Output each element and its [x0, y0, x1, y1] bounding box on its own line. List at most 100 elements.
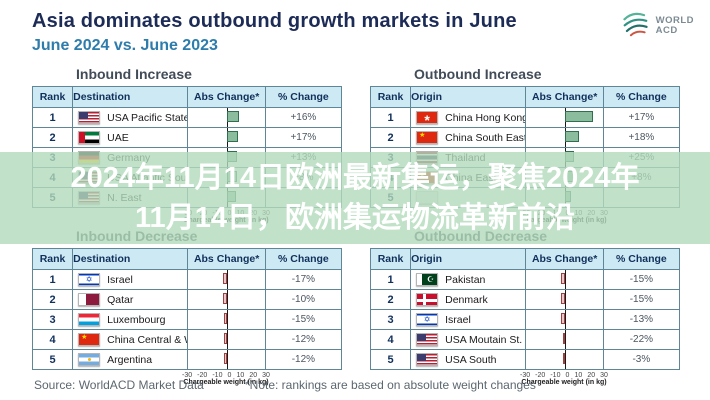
- page-subtitle: June 2024 vs. June 2023: [32, 37, 218, 54]
- abs-change-bar: [222, 293, 227, 304]
- worldacd-logo: WORLD ACD: [621, 8, 694, 43]
- column-header: % Change: [602, 86, 681, 108]
- market-name: USA Moutain St.: [445, 333, 523, 346]
- globe-icon: [617, 5, 654, 45]
- page-title: Asia dominates outbound growth markets i…: [32, 10, 517, 32]
- market-name-cell: Pakistan: [410, 269, 527, 290]
- rank-value: 1: [31, 107, 74, 128]
- table-row: 1 China Hong Kong +17%: [369, 107, 681, 128]
- pk-flag-icon: [416, 273, 439, 286]
- market-name: Pakistan: [445, 273, 486, 286]
- table-row: 1 USA Pacific States +16%: [31, 107, 343, 128]
- axis-tick: 10: [236, 372, 245, 379]
- header-row: Rank Destination Abs Change*% Change: [31, 248, 343, 270]
- market-name-cell: USA South: [410, 349, 527, 370]
- market-name-cell: China South East: [410, 127, 527, 148]
- rank-value: 3: [31, 309, 74, 330]
- column-header: Destination: [72, 86, 189, 108]
- table-row: 3 Luxembourg -15%: [31, 309, 343, 330]
- abs-change-bar: [224, 353, 227, 364]
- market-name-cell: USA Pacific States: [72, 107, 189, 128]
- abs-change-cell: [525, 289, 604, 310]
- header-row: Rank Destination Abs Change*% Change: [31, 86, 343, 108]
- market-name: Israel: [445, 313, 471, 326]
- abs-change-cell: [525, 269, 604, 290]
- axis-tick: 20: [587, 372, 596, 379]
- column-header: Abs Change*: [525, 86, 604, 108]
- rank-value: 1: [369, 107, 412, 128]
- abs-change-cell: [525, 107, 604, 128]
- market-name-cell: Israel: [72, 269, 189, 290]
- table-header: Rank Destination Abs Change*% Change: [31, 86, 343, 108]
- ae-flag-icon: [78, 131, 101, 144]
- axis-tick: -10: [212, 372, 223, 379]
- pct-change-value: +17%: [264, 127, 343, 148]
- pct-change-value: -10%: [264, 289, 343, 310]
- market-name-cell: China Central & West: [72, 329, 189, 350]
- pct-change-value: -15%: [264, 309, 343, 330]
- market-name: Qatar: [107, 293, 134, 306]
- column-header: Destination: [72, 248, 189, 270]
- cn-flag-icon: [416, 131, 439, 144]
- column-header: Rank: [369, 86, 412, 108]
- column-header: Abs Change*: [525, 248, 604, 270]
- table-row: 4 USA Moutain St. -22%: [369, 329, 681, 350]
- rank-value: 2: [369, 127, 412, 148]
- pct-change-value: +18%: [602, 127, 681, 148]
- inbound-decrease-block: Inbound DecreaseRankDestinationAbs Chang…: [31, 228, 343, 386]
- market-name: Luxembourg: [107, 313, 166, 326]
- market-name: Argentina: [107, 353, 153, 366]
- il-flag-icon: [416, 313, 439, 326]
- abs-change-bar: [226, 131, 239, 142]
- column-header: Abs Change*: [187, 86, 266, 108]
- axis-tick: 10: [574, 372, 583, 379]
- abs-change-bar: [562, 333, 565, 344]
- market-name-cell: China Hong Kong: [410, 107, 527, 128]
- section-title: Inbound Increase: [76, 66, 192, 82]
- abs-change-bar: [562, 353, 565, 364]
- pct-change-value: -15%: [602, 269, 681, 290]
- axis-tick: 20: [249, 372, 258, 379]
- pct-change-value: -22%: [602, 329, 681, 350]
- outbound-decrease-block: Outbound DecreaseRankOriginAbs Change*% …: [369, 228, 681, 386]
- abs-change-cell: [525, 329, 604, 350]
- abs-change-cell: [187, 289, 266, 310]
- pct-change-value: -15%: [602, 289, 681, 310]
- rank-value: 2: [369, 289, 412, 310]
- rank-value: 3: [369, 309, 412, 330]
- market-name: UAE: [107, 131, 129, 144]
- qa-flag-icon: [78, 293, 101, 306]
- market-name: China Hong Kong: [445, 111, 526, 124]
- column-header: Rank: [31, 248, 74, 270]
- abs-change-bar: [224, 333, 227, 344]
- table-row: 5 USA South -3%: [369, 349, 681, 370]
- header-row: Rank Origin Abs Change*% Change: [369, 86, 681, 108]
- banner-overlay: 2024年11月14日欧洲最新集运，聚焦2024年 11月14日，欧洲集运物流革…: [0, 152, 710, 244]
- axis-label: Chargeable weight (in kg): [183, 379, 269, 386]
- market-name-cell: Denmark: [410, 289, 527, 310]
- ar-flag-icon: [78, 353, 101, 366]
- market-name: China South East: [445, 131, 526, 144]
- cn-flag-icon: [78, 333, 101, 346]
- abs-change-bar: [560, 313, 565, 324]
- column-header: % Change: [264, 86, 343, 108]
- hk-flag-icon: [416, 111, 439, 124]
- pct-change-value: -17%: [264, 269, 343, 290]
- axis-tick: -20: [535, 372, 546, 379]
- rank-value: 5: [369, 349, 412, 370]
- abs-change-cell: [187, 107, 266, 128]
- table-header: Rank Origin Abs Change*% Change: [369, 248, 681, 270]
- column-header: Origin: [410, 248, 527, 270]
- market-name: Israel: [107, 273, 133, 286]
- axis-ticks: -30 -20 -10 0 10 20 30: [182, 372, 270, 379]
- market-name-cell: Argentina: [72, 349, 189, 370]
- abs-change-bar: [564, 131, 579, 142]
- axis-tick: -20: [197, 372, 208, 379]
- us-flag-icon: [78, 111, 101, 124]
- rank-value: 4: [369, 329, 412, 350]
- abs-change-bar: [560, 273, 565, 284]
- abs-change-bar: [564, 111, 593, 122]
- table-row: 4 China Central & West -12%: [31, 329, 343, 350]
